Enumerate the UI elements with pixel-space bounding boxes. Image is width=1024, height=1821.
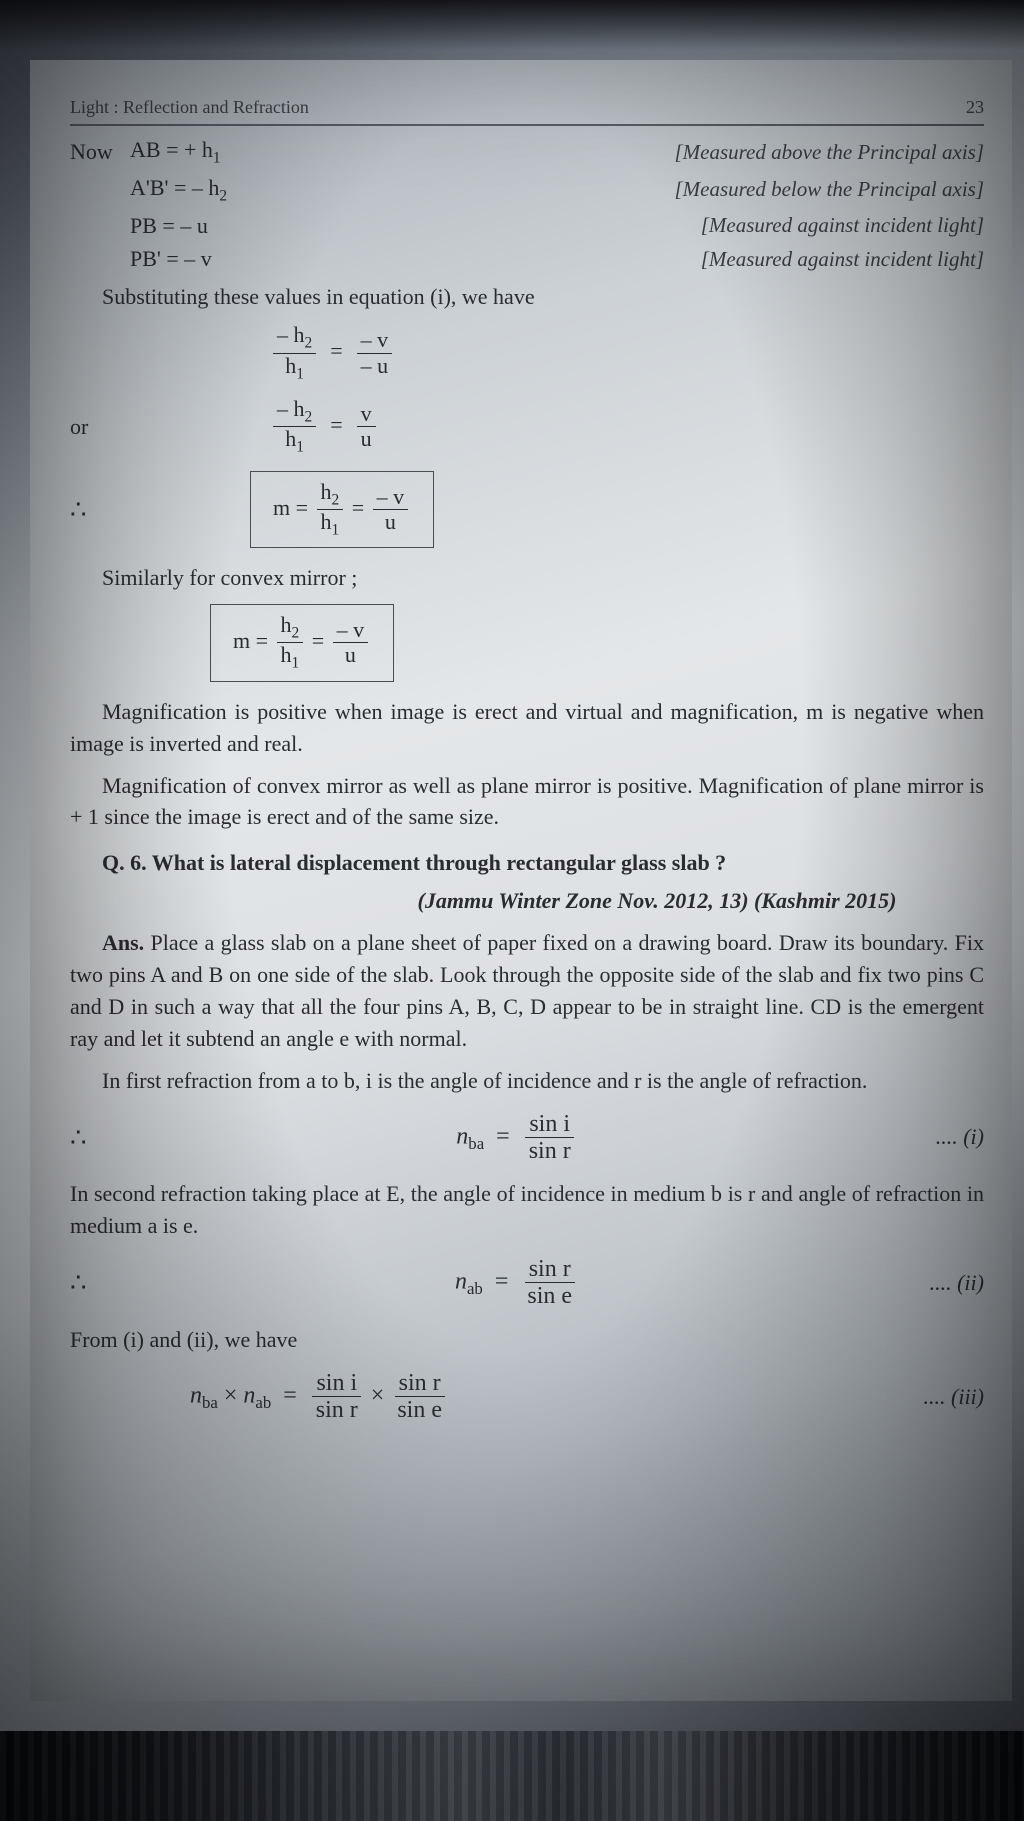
boxed-result-1: ∴ m = h2 h1 = – v u [70,471,984,549]
similarly-text: Similarly for convex mirror ; [70,562,984,594]
chapter-title: Light : Reflection and Refraction [70,94,309,120]
ans-label: Ans. [102,930,144,955]
equation-iii: nba × nab = sin i sin r × sin r sin e ..… [70,1370,984,1424]
bottom-photo-band [0,1731,1024,1821]
sign-convention-block: Now AB = + h1 [Measured above the Princi… [130,134,984,275]
substituting-text: Substituting these values in equation (i… [70,281,984,313]
magnification-para-2: Magnification of convex mirror as well a… [70,770,984,834]
equation-ii-tag: .... (ii) [904,1267,984,1299]
therefore-symbol: ∴ [70,491,190,529]
derivation-line-1: – h2 h1 = – v – u [70,323,984,383]
boxed-result-2: m = h2 h1 = – v u [70,604,984,682]
eq3-note: [Measured against incident light] [380,210,984,240]
answer-para: Ans. Place a glass slab on a plane sheet… [70,927,984,1055]
first-refraction-text: In first refraction from a to b, i is th… [70,1065,984,1097]
second-refraction-text: In second refraction taking place at E, … [70,1178,984,1242]
eq1-note: [Measured above the Principal axis] [380,137,984,167]
top-shadow [0,0,1024,50]
eq4-rhs: – v [184,246,212,271]
eq2-lhs: A'B' [130,175,169,200]
eq4-note: [Measured against incident light] [380,244,984,274]
eq1-rhs: + h [184,137,213,162]
eq2-note: [Measured below the Principal axis] [380,174,984,204]
equation-ii: ∴ nab = sin r sin e .... (ii) [70,1256,984,1310]
question-6-title: Q. 6. What is lateral displacement throu… [70,847,984,879]
eq2-sub: 2 [219,187,227,204]
eq4-lhs: PB' [130,246,161,271]
question-6-citation: (Jammu Winter Zone Nov. 2012, 13) (Kashm… [330,885,984,917]
page-number: 23 [966,94,984,120]
equation-i: ∴ nba = sin i sin r .... (i) [70,1111,984,1165]
or-label: or [70,411,190,443]
eq1-lhs: AB [130,137,161,162]
running-header: Light : Reflection and Refraction 23 [70,94,984,126]
from-i-ii-text: From (i) and (ii), we have [70,1324,984,1356]
equation-iii-tag: .... (iii) [904,1381,984,1413]
ans-body: Place a glass slab on a plane sheet of p… [70,930,984,1051]
now-label: Now [70,136,130,168]
eq3-lhs: PB [130,213,157,238]
textbook-page: Light : Reflection and Refraction 23 Now… [30,60,1012,1701]
eq1-sub: 1 [213,149,221,166]
derivation-line-2: or – h2 h1 = v u [70,397,984,457]
eq3-rhs: – u [180,213,208,238]
equation-i-tag: .... (i) [904,1121,984,1153]
eq2-rhs: – h [192,175,220,200]
magnification-para-1: Magnification is positive when image is … [70,696,984,760]
